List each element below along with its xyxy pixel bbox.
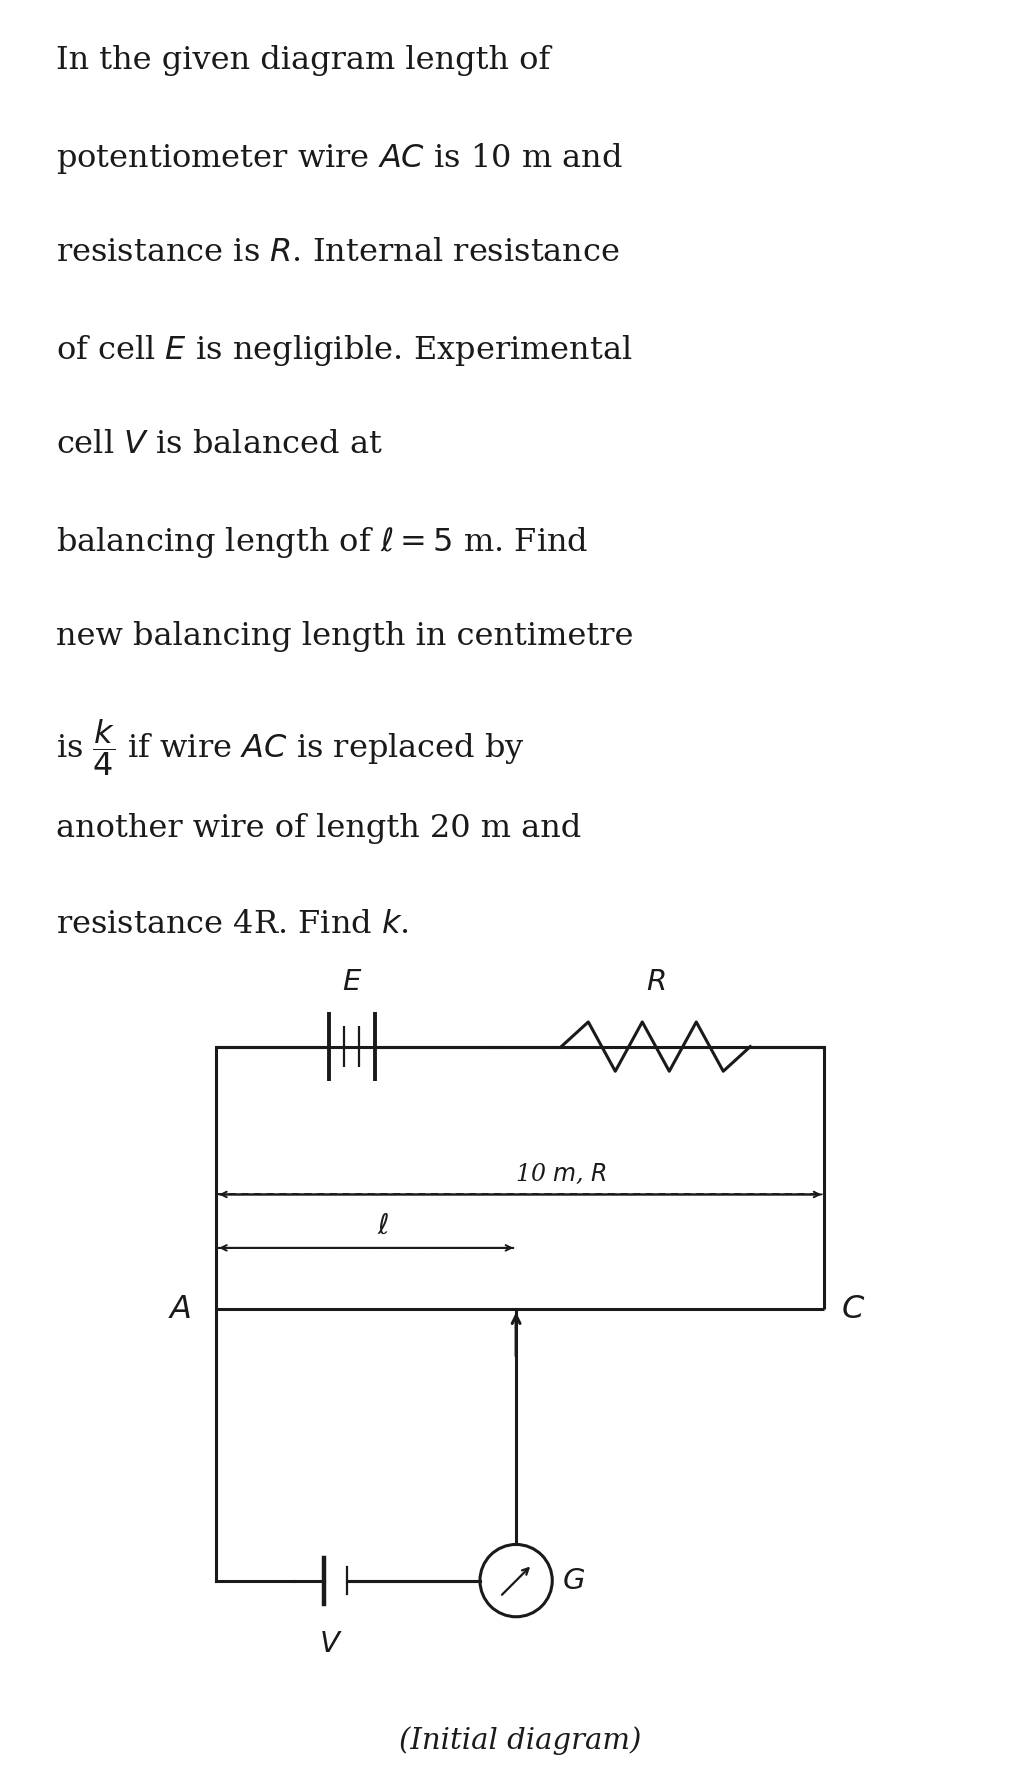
Text: balancing length of $\ell = 5$ m. Find: balancing length of $\ell = 5$ m. Find: [56, 525, 589, 561]
Text: $\ell$: $\ell$: [377, 1213, 389, 1239]
Text: new balancing length in centimetre: new balancing length in centimetre: [56, 622, 634, 652]
Text: potentiometer wire $\mathit{AC}$ is 10 m and: potentiometer wire $\mathit{AC}$ is 10 m…: [56, 141, 624, 177]
Text: is $\dfrac{k}{4}$ if wire $\mathit{AC}$ is replaced by: is $\dfrac{k}{4}$ if wire $\mathit{AC}$ …: [56, 718, 525, 779]
Text: resistance is $\mathit{R}$. Internal resistance: resistance is $\mathit{R}$. Internal res…: [56, 238, 621, 268]
Text: $E$: $E$: [342, 968, 361, 995]
Text: $V$: $V$: [319, 1631, 343, 1657]
Text: $A$: $A$: [168, 1295, 191, 1325]
Text: cell $\mathit{V}$ is balanced at: cell $\mathit{V}$ is balanced at: [56, 429, 383, 461]
Text: (Initial diagram): (Initial diagram): [399, 1727, 641, 1756]
Text: $C$: $C$: [841, 1295, 865, 1325]
Text: resistance 4R. Find $k$.: resistance 4R. Find $k$.: [56, 909, 410, 939]
Text: of cell $\mathit{E}$ is negligible. Experimental: of cell $\mathit{E}$ is negligible. Expe…: [56, 332, 633, 368]
Text: $G$: $G$: [562, 1566, 586, 1595]
Text: In the given diagram length of: In the given diagram length of: [56, 45, 551, 77]
Text: $R$: $R$: [646, 968, 666, 995]
Text: another wire of length 20 m and: another wire of length 20 m and: [56, 813, 582, 845]
Text: 10 $m$, $R$: 10 $m$, $R$: [515, 1163, 607, 1186]
